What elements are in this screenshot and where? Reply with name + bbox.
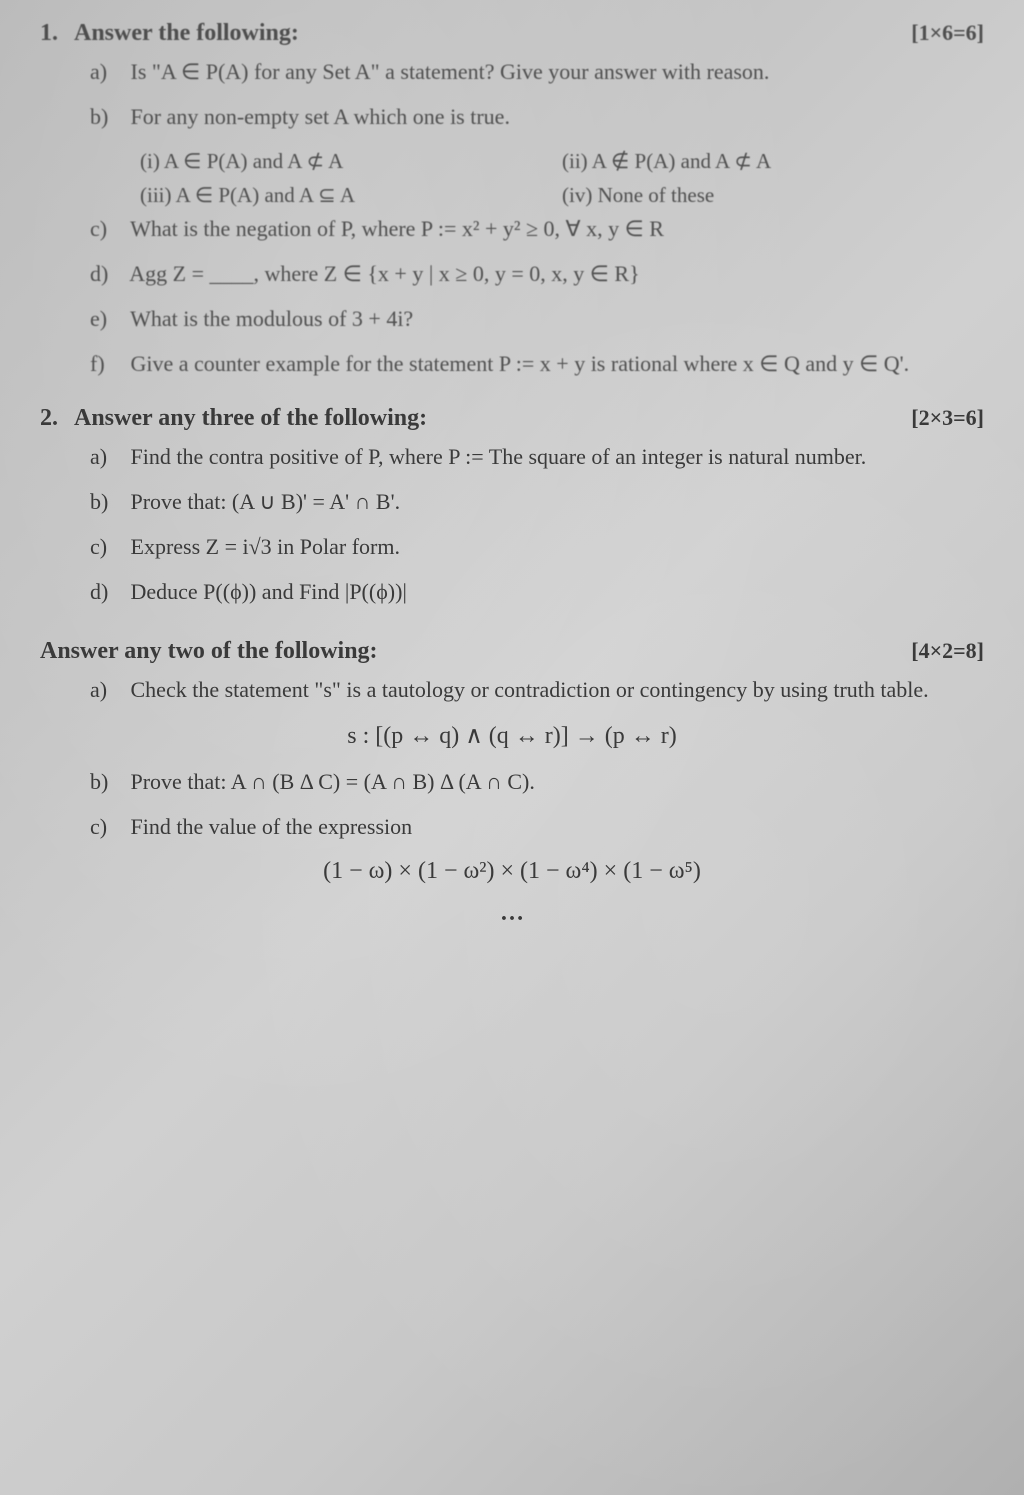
q1b-options-row1: (i) A ∈ P(A) and A ⊄ A (ii) A ∉ P(A) and… — [140, 145, 984, 179]
q2-item-d: d) Deduce P((ϕ)) and Find |P((ϕ))| — [90, 575, 984, 608]
q2-marks: [2×3=6] — [911, 405, 984, 431]
q3b-text: Prove that: A ∩ (B Δ C) = (A ∩ B) Δ (A ∩… — [131, 769, 535, 794]
q2-title: Answer any three of the following: — [74, 405, 427, 431]
q1-item-f: f) Give a counter example for the statem… — [90, 347, 984, 380]
continuation-dots: … — [40, 900, 984, 927]
q2b-label: b) — [90, 485, 125, 518]
q1b-label: b) — [90, 100, 125, 133]
q3-item-b: b) Prove that: A ∩ (B Δ C) = (A ∩ B) Δ (… — [90, 765, 984, 798]
q1f-text: Give a counter example for the statement… — [131, 351, 910, 376]
q1-header: 1. Answer the following: [1×6=6] — [40, 20, 984, 47]
q1c-label: c) — [90, 212, 125, 245]
q3-title: Answer any two of the following: — [40, 638, 378, 664]
q2c-text: Express Z = i√3 in Polar form. — [131, 534, 401, 559]
q1-number: 1. — [40, 20, 58, 46]
q2-item-a: a) Find the contra positive of P, where … — [90, 440, 984, 473]
q3c-text: Find the value of the expression — [131, 814, 413, 839]
q1b-text: For any non-empty set A which one is tru… — [131, 104, 510, 129]
q2-header: 2. Answer any three of the following: [2… — [40, 405, 984, 432]
q1-item-c: c) What is the negation of P, where P :=… — [90, 212, 984, 245]
q3-header: Answer any two of the following: [4×2=8] — [40, 638, 984, 665]
q1d-label: d) — [90, 257, 125, 290]
q1c-text: What is the negation of P, where P := x²… — [130, 216, 664, 241]
q1-item-b: b) For any non-empty set A which one is … — [90, 100, 984, 133]
q2-item-b: b) Prove that: (A ∪ B)' = A' ∩ B'. — [90, 485, 984, 518]
q3-item-c: c) Find the value of the expression — [90, 810, 984, 843]
q1b-opt-i: (i) A ∈ P(A) and A ⊄ A — [140, 145, 562, 179]
q2c-label: c) — [90, 530, 125, 563]
q2a-label: a) — [90, 440, 125, 473]
q1b-opt-ii: (ii) A ∉ P(A) and A ⊄ A — [562, 145, 984, 179]
q1-title: Answer the following: — [74, 20, 299, 46]
q1b-opt-iii: (iii) A ∈ P(A) and A ⊆ A — [140, 179, 562, 213]
q2a-text: Find the contra positive of P, where P :… — [131, 444, 867, 469]
q2d-label: d) — [90, 575, 125, 608]
q1-item-a: a) Is "A ∈ P(A) for any Set A" a stateme… — [90, 55, 984, 88]
q1b-opt-iv: (iv) None of these — [562, 179, 984, 213]
q3-marks: [4×2=8] — [911, 638, 984, 664]
q3c-label: c) — [90, 810, 125, 843]
q1a-text: Is "A ∈ P(A) for any Set A" a statement?… — [131, 59, 770, 84]
q3a-formula: s : [(p ↔ q) ∧ (q ↔ r)] → (p ↔ r) — [40, 721, 984, 750]
q1d-text: Agg Z = ____, where Z ∈ {x + y | x ≥ 0, … — [129, 261, 639, 286]
q3c-formula: (1 − ω) × (1 − ω²) × (1 − ω⁴) × (1 − ω⁵) — [40, 858, 984, 885]
q1f-label: f) — [90, 347, 125, 380]
q3a-text: Check the statement "s" is a tautology o… — [131, 677, 929, 702]
q2-number: 2. — [40, 405, 58, 431]
q2b-text: Prove that: (A ∪ B)' = A' ∩ B'. — [131, 489, 401, 514]
q3b-label: b) — [90, 765, 125, 798]
q2d-text: Deduce P((ϕ)) and Find |P((ϕ))| — [131, 579, 407, 604]
q3a-label: a) — [90, 673, 125, 706]
q1-marks: [1×6=6] — [911, 20, 984, 46]
q1-item-d: d) Agg Z = ____, where Z ∈ {x + y | x ≥ … — [90, 257, 984, 290]
q1-item-e: e) What is the modulous of 3 + 4i? — [90, 302, 984, 335]
q2-item-c: c) Express Z = i√3 in Polar form. — [90, 530, 984, 563]
q3-item-a: a) Check the statement "s" is a tautolog… — [90, 673, 984, 706]
q1a-label: a) — [90, 55, 125, 88]
q1e-text: What is the modulous of 3 + 4i? — [130, 306, 413, 331]
q1e-label: e) — [90, 302, 125, 335]
q1b-options-row2: (iii) A ∈ P(A) and A ⊆ A (iv) None of th… — [140, 179, 984, 213]
